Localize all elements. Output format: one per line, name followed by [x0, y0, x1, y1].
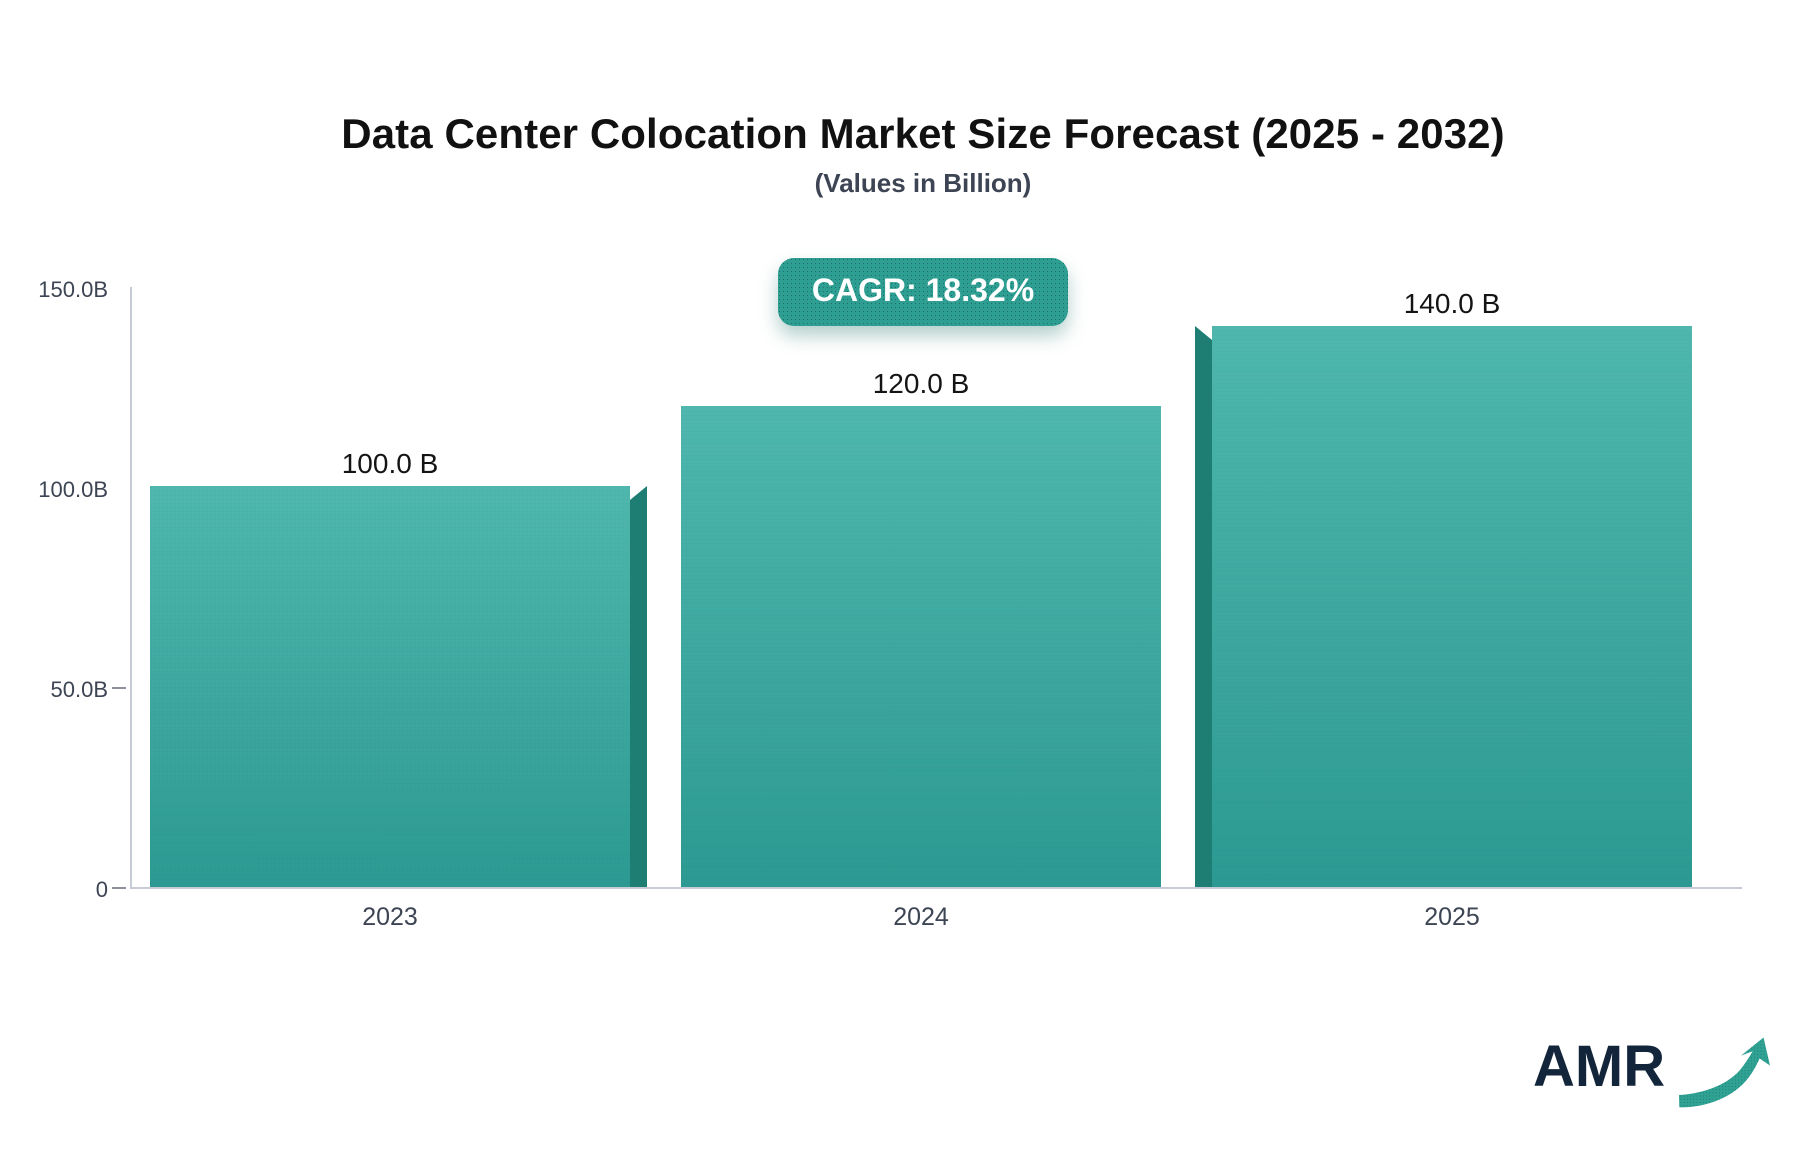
svg-text:AMR: AMR	[1533, 1034, 1665, 1099]
